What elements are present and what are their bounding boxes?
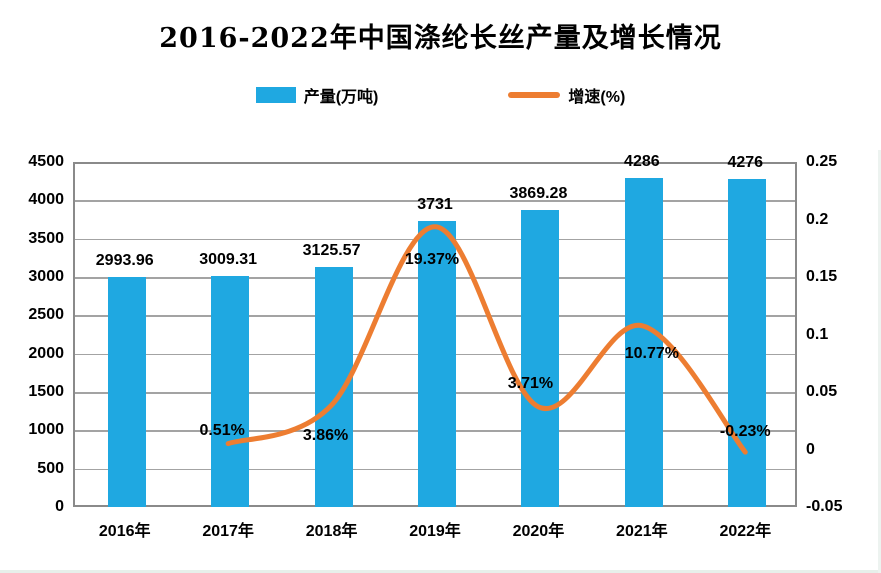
left-axis-tick: 2500 <box>28 306 64 324</box>
bottom-edge-strip <box>0 570 881 573</box>
left-axis-tick: 1500 <box>28 383 64 400</box>
growth-value-label: -0.23% <box>719 423 771 441</box>
x-axis-label: 2019年 <box>409 523 461 540</box>
left-axis-tick: 3000 <box>28 268 64 285</box>
right-axis-tick: 0.1 <box>806 325 829 343</box>
growth-value-label: 19.37% <box>404 250 460 268</box>
left-axis-tick: 0 <box>55 498 64 515</box>
bar-value-label: 3125.57 <box>302 242 361 260</box>
left-axis-tick: 4000 <box>28 191 64 209</box>
legend-label-growth: 增速(%) <box>568 89 626 106</box>
bar-value-label: 3009.31 <box>199 251 258 269</box>
legend-label-production: 产量(万吨) <box>303 89 379 106</box>
bar-2018年 <box>314 267 353 507</box>
left-axis-tick: 2000 <box>28 344 64 362</box>
bar-value-label: 3731 <box>417 195 453 213</box>
right-axis-tick: 0.15 <box>806 268 838 285</box>
right-axis-tick: 0 <box>806 440 815 458</box>
bar-value-label: 4276 <box>727 154 764 172</box>
x-axis-label: 2016年 <box>98 523 151 540</box>
right-axis-tick: 0.2 <box>806 210 829 228</box>
x-axis-label: 2017年 <box>202 523 254 540</box>
growth-value-label: 0.51% <box>199 421 245 439</box>
legend: 产量(万吨) 增速(%) <box>0 83 881 107</box>
bar-value-label: 4286 <box>624 153 660 171</box>
left-axis-tick: 1000 <box>28 421 64 439</box>
legend-item-growth: 增速(%) <box>508 83 625 107</box>
left-axis-tick: 3500 <box>28 229 64 247</box>
bar-2020年 <box>521 210 560 507</box>
right-axis-tick: 0.05 <box>806 383 838 400</box>
x-axis-label: 2020年 <box>512 523 565 540</box>
right-axis-tick: 0.25 <box>806 153 838 170</box>
bar-value-label: 2993.96 <box>95 252 154 270</box>
x-axis-label: 2021年 <box>616 523 668 540</box>
bar-2022年 <box>728 179 767 507</box>
growth-value-label: 10.77% <box>624 344 679 362</box>
x-axis-label: 2022年 <box>719 523 772 540</box>
growth-value-label: 3.71% <box>507 374 554 392</box>
left-axis-tick: 4500 <box>28 153 64 170</box>
gridline <box>75 200 795 202</box>
x-axis-label: 2018年 <box>305 523 358 540</box>
growth-value-label: 3.86% <box>302 427 349 445</box>
line-swatch-icon <box>508 92 561 98</box>
bar-2016年 <box>107 277 146 507</box>
bar-2021年 <box>624 178 663 507</box>
right-edge-strip <box>878 150 881 573</box>
chart-title: 2016-2022年中国涤纶长丝产量及增长情况 <box>159 23 722 54</box>
bar-2017年 <box>211 276 250 507</box>
left-axis-tick: 500 <box>37 459 64 477</box>
bar-value-label: 3869.28 <box>509 185 568 203</box>
right-axis-tick: -0.05 <box>806 498 843 515</box>
legend-item-production: 产量(万吨) <box>255 83 379 107</box>
bar-swatch-icon <box>255 87 296 103</box>
